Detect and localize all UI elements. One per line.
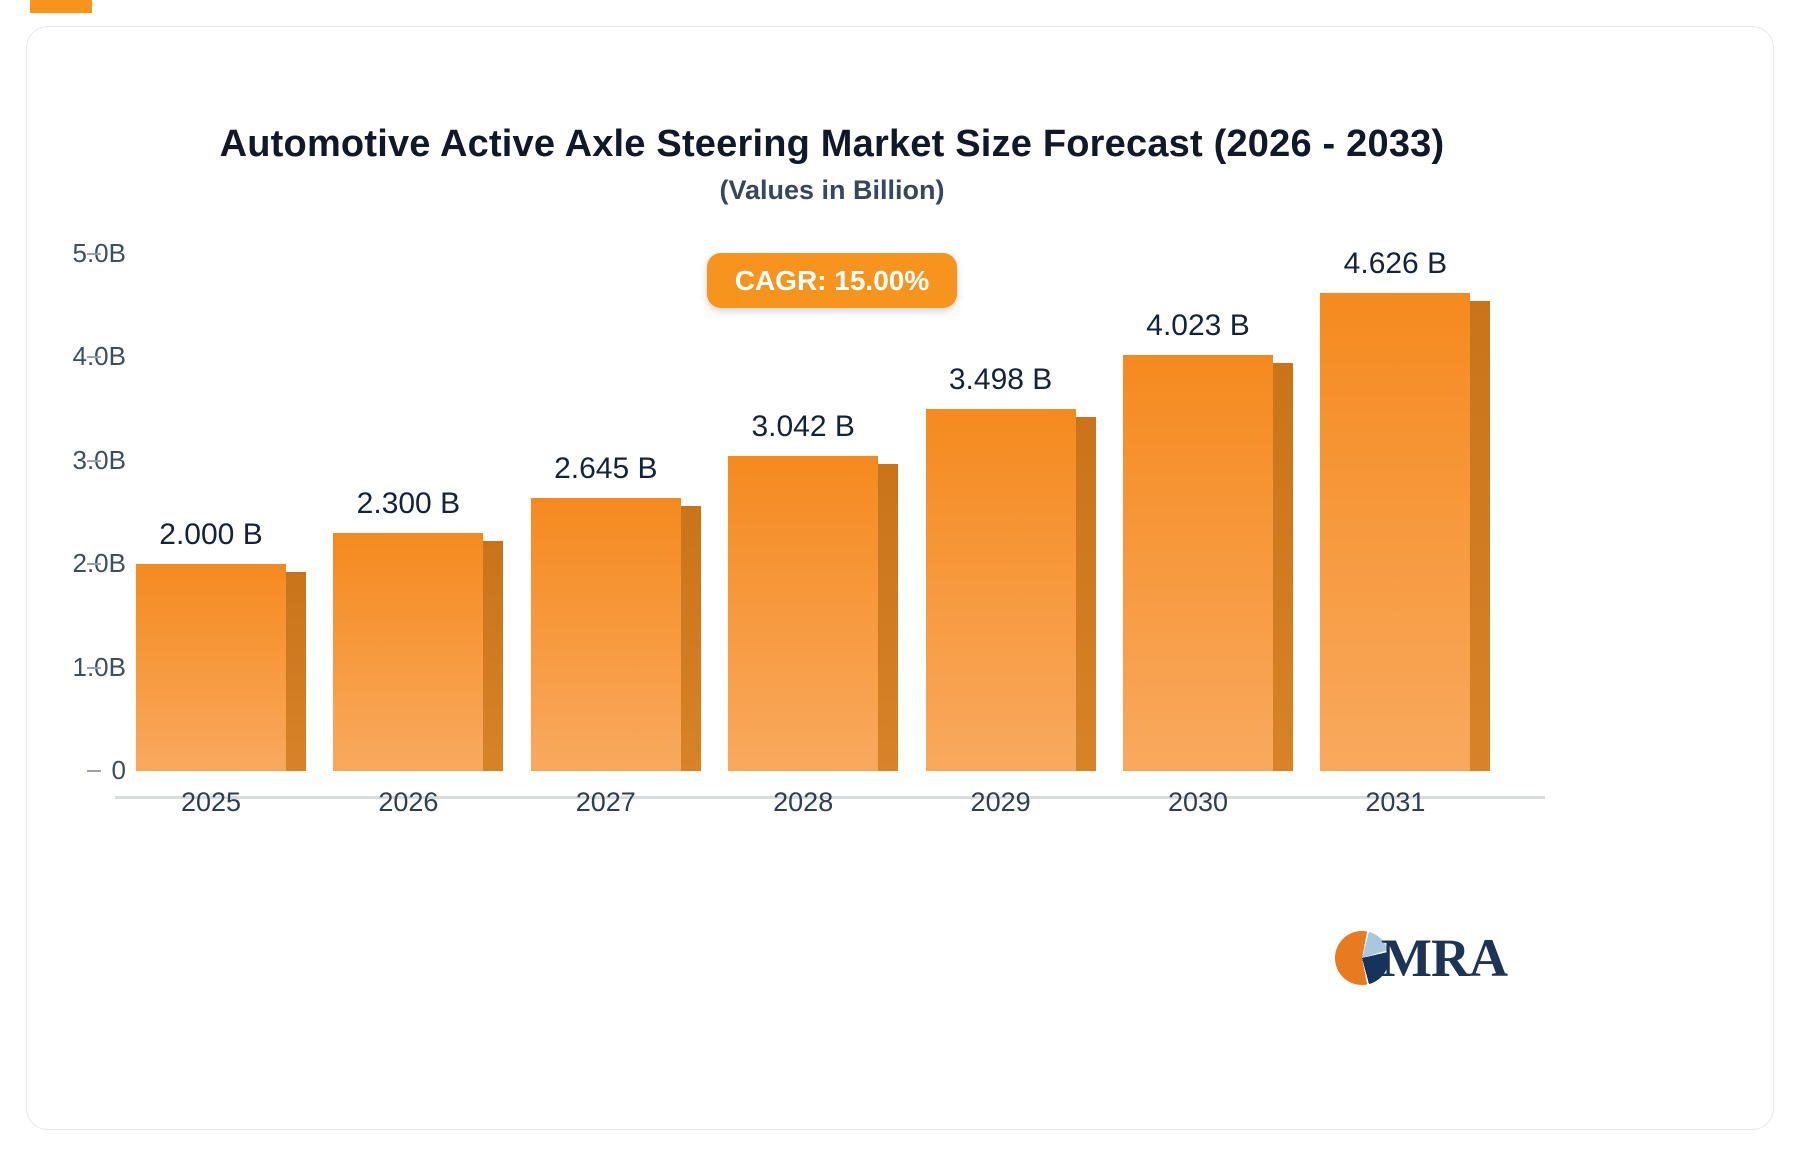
bar-value-label: 4.023 B [1146, 309, 1250, 342]
bar-3d-side [1273, 363, 1293, 771]
x-axis-label: 2031 [1365, 787, 1426, 817]
bar [1123, 355, 1273, 771]
bar [136, 564, 286, 771]
chart-card: Automotive Active Axle Steering Market S… [26, 26, 1774, 1130]
bar [1320, 293, 1470, 771]
mra-logo: MRA [1335, 927, 1535, 989]
corner-accent [30, 0, 92, 13]
bar [728, 456, 878, 771]
chart-subtitle: (Values in Billion) [719, 175, 945, 205]
x-axis-label: 2025 [180, 787, 242, 817]
bar [531, 498, 681, 771]
cagr-badge: CAGR: 15.00% [707, 253, 957, 308]
y-axis-tick-mark [87, 770, 101, 772]
bar-3d-side [681, 506, 701, 771]
logo-pie-icon [1335, 931, 1389, 985]
y-axis-tick-mark [87, 666, 101, 669]
x-axis-label: 2029 [970, 787, 1031, 817]
x-axis-label: 2026 [378, 787, 439, 817]
x-axis-label: 2027 [575, 787, 636, 817]
bar-3d-side [878, 464, 898, 771]
y-axis-tick-mark [87, 459, 101, 462]
bar-value-label: 3.498 B [948, 363, 1053, 396]
axis-baseline [115, 796, 1545, 799]
x-axis-label: 2030 [1167, 787, 1229, 817]
bar-value-label: 2.000 B [159, 518, 263, 551]
bar-3d-side [483, 541, 503, 771]
bar-value-label: 3.042 B [751, 410, 855, 443]
bar-value-label: 2.645 B [554, 452, 658, 485]
bar-3d-side [1470, 301, 1490, 771]
logo-text: MRA [1381, 928, 1508, 988]
y-axis-tick-mark [87, 356, 101, 359]
cagr-badge-label: CAGR: 15.00% [734, 264, 930, 296]
bar-3d-side [1076, 417, 1096, 771]
bar [333, 533, 483, 771]
y-axis-tick-mark [87, 563, 101, 566]
bar-3d-side [286, 572, 306, 771]
chart-title: Automotive Active Axle Steering Market S… [219, 123, 1445, 165]
y-axis-tick-label: 0 [111, 755, 126, 785]
bar-value-label: 2.300 B [356, 487, 461, 520]
bar-value-label: 4.626 B [1343, 247, 1448, 280]
y-axis-tick-mark [87, 253, 101, 255]
x-axis-label: 2028 [773, 787, 834, 817]
bar [926, 409, 1076, 771]
